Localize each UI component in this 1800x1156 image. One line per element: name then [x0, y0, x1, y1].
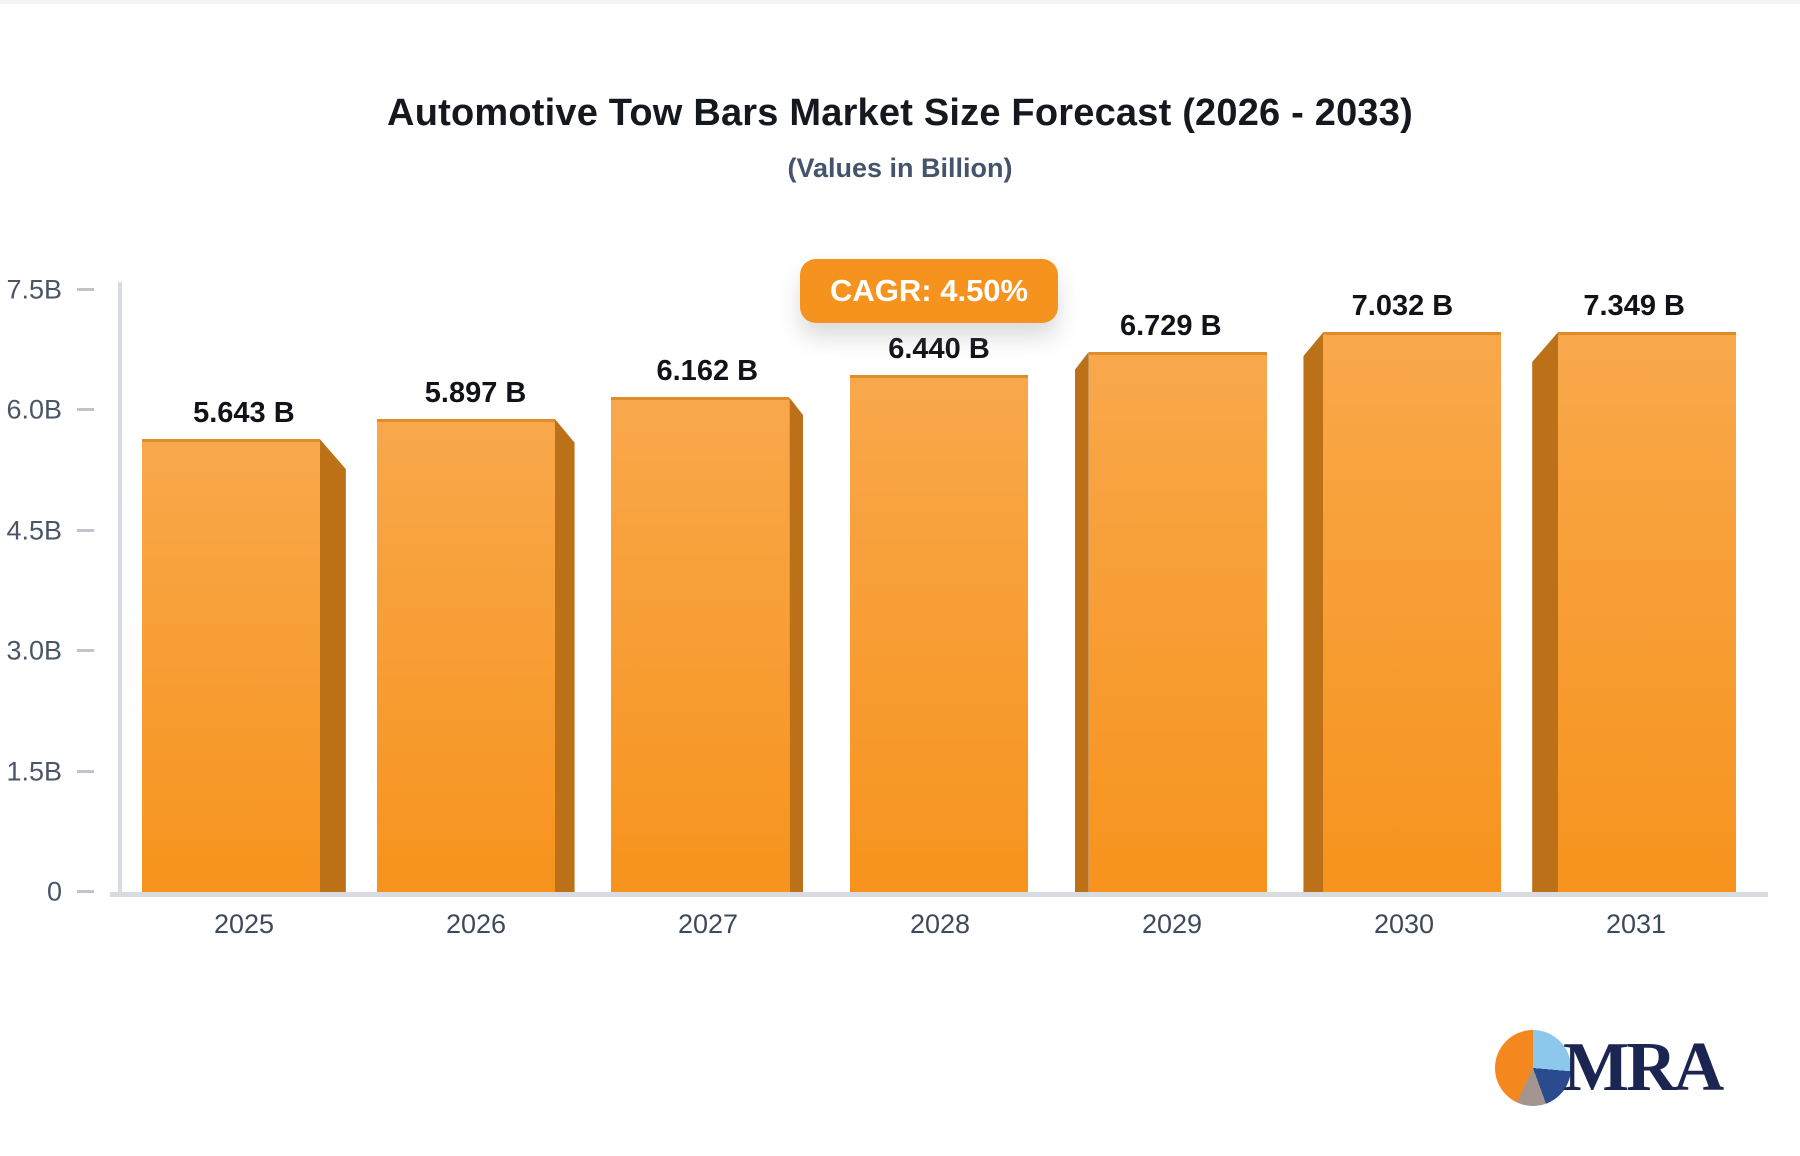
bar-face	[1088, 351, 1267, 892]
cagr-badge: CAGR: 4.50%	[800, 259, 1059, 323]
chart-title: Automotive Tow Bars Market Size Forecast…	[387, 92, 1413, 134]
bar-2030	[1303, 332, 1502, 892]
bar-value-label: 7.032 B	[1351, 290, 1454, 322]
chart-header: Automotive Tow Bars Market Size Forecast…	[0, 92, 1800, 184]
bar-side-3d	[554, 418, 575, 892]
x-tick-label: 2027	[677, 909, 739, 939]
bar-value-label: 6.729 B	[1119, 309, 1222, 342]
bar-2026	[376, 418, 575, 892]
pie-chart-logo-icon	[1495, 1030, 1571, 1106]
bar-value-label: 7.349 B	[1583, 290, 1685, 322]
bar-side-3d	[1074, 351, 1089, 892]
x-tick-label: 2030	[1373, 909, 1435, 939]
y-tick-mark	[77, 649, 94, 653]
bar-2025	[141, 439, 346, 892]
bar-slot: 5.643 B	[128, 290, 360, 892]
bar-2031	[1532, 332, 1737, 892]
bars-row: 5.643 B 5.897 B 6.162 B 6.440 B 6.729 B 7.032…	[128, 290, 1750, 892]
bar-side-3d	[1303, 332, 1324, 892]
bar-value-label: 5.897 B	[424, 376, 527, 409]
y-tick-label: 7.5B	[6, 274, 62, 305]
x-tick-label: 2031	[1605, 909, 1667, 939]
y-axis-line	[118, 282, 122, 892]
bar-2028	[850, 375, 1029, 892]
plot-area: 7.5B 6.0B 4.5B 3.0B 1.5B 0 5.643 B 5.897 B 6.16…	[6, 275, 1768, 907]
y-tick-mark	[77, 288, 94, 291]
bar-slot: 7.349 B	[1518, 290, 1750, 892]
y-tick-label: 1.5B	[6, 756, 62, 787]
bar-face	[1323, 332, 1502, 892]
x-axis-baseline	[110, 892, 1768, 897]
bar-value-label: 6.440 B	[888, 333, 990, 366]
bar-slot: 6.440 B	[823, 290, 1055, 892]
x-tick-label: 2028	[909, 909, 971, 939]
logo-text: MRA	[1563, 1029, 1724, 1106]
y-tick-label: 4.5B	[6, 515, 62, 546]
chart-subtitle: (Values in Billion)	[787, 153, 1013, 183]
x-axis-labels: 2025 2026 2027 2028 2029 2030 2031	[128, 909, 1752, 940]
y-tick-mark	[77, 528, 94, 532]
bar-slot: 6.729 B	[1055, 290, 1287, 892]
bar-side-3d	[1532, 332, 1559, 892]
y-tick-mark	[77, 769, 94, 773]
y-tick-label: 0	[46, 876, 62, 907]
bar-side-3d	[789, 397, 804, 892]
bar-slot: 7.032 B	[1287, 290, 1519, 892]
bar-2029	[1074, 351, 1267, 892]
bar-face	[1558, 332, 1737, 892]
bar-face	[611, 397, 790, 892]
bar-2027	[611, 397, 804, 892]
y-tick-label: 3.0B	[6, 635, 62, 666]
x-tick-label: 2029	[1141, 909, 1203, 939]
bar-slot: 6.162 B	[591, 290, 823, 892]
x-tick-label: 2026	[445, 909, 507, 939]
bar-face	[141, 439, 320, 892]
bar-side-3d	[319, 439, 346, 892]
bar-value-label: 6.162 B	[656, 355, 759, 388]
bar-value-label: 5.643 B	[193, 397, 295, 430]
y-tick-mark	[77, 408, 94, 412]
y-tick-mark	[77, 890, 94, 893]
x-tick-label: 2025	[213, 909, 275, 939]
bar-face	[376, 418, 555, 892]
y-tick-label: 6.0B	[6, 394, 62, 425]
bar-face	[850, 375, 1029, 892]
bar-slot: 5.897 B	[360, 290, 592, 892]
mra-logo: MRA	[1495, 1029, 1724, 1106]
